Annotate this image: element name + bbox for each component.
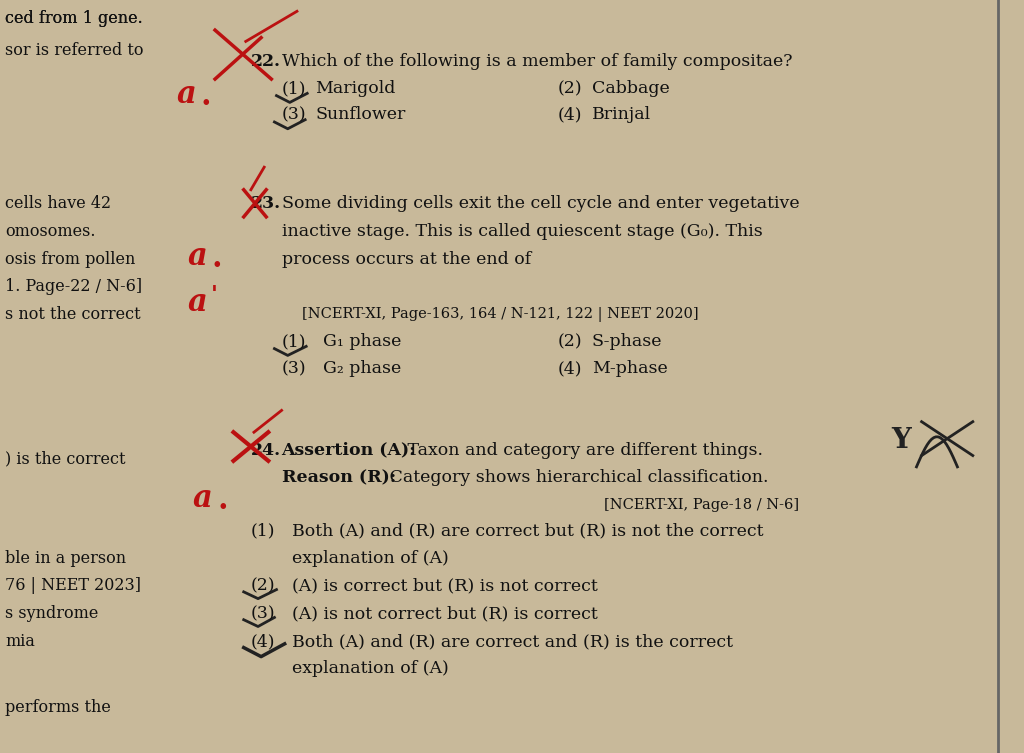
- Text: 23.: 23.: [251, 195, 281, 212]
- Text: ) is the correct: ) is the correct: [5, 451, 126, 468]
- Text: Taxon and category are different things.: Taxon and category are different things.: [402, 442, 764, 459]
- Text: (2): (2): [558, 81, 583, 97]
- Text: Some dividing cells exit the cell cycle and enter vegetative: Some dividing cells exit the cell cycle …: [282, 195, 799, 212]
- Text: Sunflower: Sunflower: [315, 106, 406, 123]
- Text: Marigold: Marigold: [315, 81, 395, 97]
- Text: a: a: [187, 240, 207, 272]
- Text: 1. Page-22 / N-6]: 1. Page-22 / N-6]: [5, 279, 142, 295]
- Text: s syndrome: s syndrome: [5, 605, 98, 622]
- Text: Both (A) and (R) are correct but (R) is not the correct: Both (A) and (R) are correct but (R) is …: [292, 523, 763, 539]
- Text: ': ': [211, 284, 218, 306]
- Text: Both (A) and (R) are correct and (R) is the correct: Both (A) and (R) are correct and (R) is …: [292, 633, 733, 650]
- Text: Which of the following is a member of family compositae?: Which of the following is a member of fa…: [282, 53, 793, 70]
- Text: (4): (4): [558, 361, 583, 377]
- Text: s not the correct: s not the correct: [5, 306, 140, 323]
- Text: ble in a person: ble in a person: [5, 550, 126, 567]
- Text: process occurs at the end of: process occurs at the end of: [282, 251, 530, 267]
- Text: .: .: [217, 485, 227, 517]
- Text: mia: mia: [5, 633, 35, 650]
- Text: (4): (4): [251, 633, 275, 650]
- Text: (3): (3): [251, 605, 275, 622]
- Text: (3): (3): [282, 106, 306, 123]
- Text: M-phase: M-phase: [592, 361, 668, 377]
- Text: performs the: performs the: [5, 700, 111, 716]
- Text: a: a: [176, 78, 196, 110]
- Text: a: a: [187, 287, 207, 319]
- Text: Category shows hierarchical classification.: Category shows hierarchical classificati…: [384, 469, 768, 486]
- Text: (1): (1): [282, 334, 306, 350]
- Text: explanation of (A): explanation of (A): [292, 550, 449, 567]
- Text: ced from 1 gene.: ced from 1 gene.: [5, 11, 143, 27]
- Text: cells have 42: cells have 42: [5, 195, 112, 212]
- Text: S-phase: S-phase: [592, 334, 663, 350]
- Text: (1): (1): [251, 523, 275, 539]
- Text: (1): (1): [282, 81, 306, 97]
- Text: [NCERT-XI, Page-18 / N-6]: [NCERT-XI, Page-18 / N-6]: [604, 498, 800, 511]
- Text: (A) is not correct but (R) is correct: (A) is not correct but (R) is correct: [292, 605, 598, 622]
- Text: Brinjal: Brinjal: [592, 106, 651, 123]
- Text: .: .: [201, 81, 211, 112]
- Text: .: .: [212, 242, 222, 274]
- Text: Assertion (A):: Assertion (A):: [282, 442, 416, 459]
- Text: (2): (2): [558, 334, 583, 350]
- Text: a: a: [193, 483, 212, 514]
- Text: osis from pollen: osis from pollen: [5, 251, 135, 267]
- Text: (4): (4): [558, 106, 583, 123]
- Text: G₁ phase: G₁ phase: [323, 334, 401, 350]
- Text: G₂ phase: G₂ phase: [323, 361, 400, 377]
- Text: Cabbage: Cabbage: [592, 81, 670, 97]
- Text: (3): (3): [282, 361, 306, 377]
- Text: omosomes.: omosomes.: [5, 223, 95, 239]
- Text: 76 | NEET 2023]: 76 | NEET 2023]: [5, 578, 141, 594]
- Text: sor is referred to: sor is referred to: [5, 42, 143, 59]
- Text: Y: Y: [891, 427, 910, 454]
- Text: explanation of (A): explanation of (A): [292, 660, 449, 677]
- Text: Reason (R):: Reason (R):: [282, 469, 396, 486]
- Text: inactive stage. This is called quiescent stage (G₀). This: inactive stage. This is called quiescent…: [282, 223, 762, 239]
- Text: 24.: 24.: [251, 442, 281, 459]
- Text: (A) is correct but (R) is not correct: (A) is correct but (R) is not correct: [292, 578, 598, 594]
- Text: ced from 1 gene.: ced from 1 gene.: [5, 11, 143, 27]
- Text: [NCERT-XI, Page-163, 164 / N-121, 122 | NEET 2020]: [NCERT-XI, Page-163, 164 / N-121, 122 | …: [302, 307, 698, 322]
- Text: (2): (2): [251, 578, 275, 594]
- Text: 22.: 22.: [251, 53, 281, 70]
